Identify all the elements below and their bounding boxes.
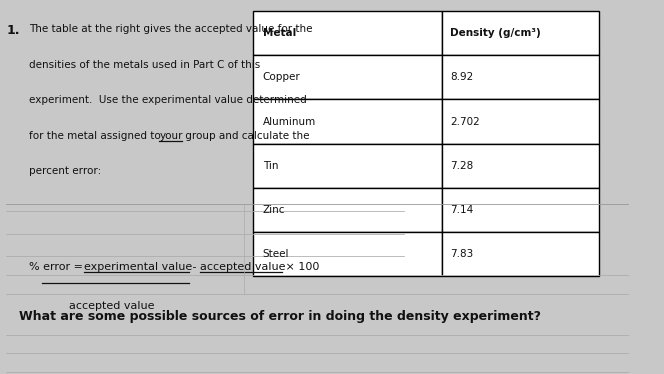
Text: 1.: 1. — [7, 24, 20, 37]
Bar — [253, 99, 442, 144]
Text: What are some possible sources of error in doing the density experiment?: What are some possible sources of error … — [19, 310, 541, 324]
Text: experimental value: experimental value — [84, 262, 193, 272]
Bar — [442, 99, 600, 144]
Text: densities of the metals used in Part C of this: densities of the metals used in Part C o… — [29, 60, 260, 70]
Bar — [253, 188, 442, 232]
Bar — [253, 11, 442, 55]
Bar — [442, 188, 600, 232]
Text: × 100: × 100 — [282, 262, 319, 272]
Bar — [442, 144, 600, 188]
Bar — [253, 232, 442, 276]
Text: Aluminum: Aluminum — [263, 117, 316, 126]
Text: Zinc: Zinc — [263, 205, 286, 215]
Text: 7.28: 7.28 — [450, 161, 473, 171]
Text: accepted value: accepted value — [70, 301, 155, 311]
Text: your: your — [159, 131, 183, 141]
Text: Steel: Steel — [263, 249, 290, 259]
Text: -: - — [189, 262, 200, 272]
Text: 8.92: 8.92 — [450, 73, 473, 82]
Bar — [442, 11, 600, 55]
Text: group and calculate the: group and calculate the — [182, 131, 309, 141]
Bar — [253, 144, 442, 188]
Text: 7.83: 7.83 — [450, 249, 473, 259]
Text: Copper: Copper — [263, 73, 301, 82]
Text: Tin: Tin — [263, 161, 278, 171]
Text: experiment.  Use the experimental value determined: experiment. Use the experimental value d… — [29, 95, 307, 105]
Text: 7.14: 7.14 — [450, 205, 473, 215]
Bar — [442, 55, 600, 99]
Text: for the metal assigned to: for the metal assigned to — [29, 131, 164, 141]
Text: The table at the right gives the accepted value for the: The table at the right gives the accepte… — [29, 24, 312, 34]
Text: Metal: Metal — [263, 28, 296, 38]
Text: accepted value: accepted value — [199, 262, 285, 272]
Text: Density (g/cm³): Density (g/cm³) — [450, 28, 541, 38]
Text: % error =: % error = — [29, 262, 86, 272]
Text: percent error:: percent error: — [29, 166, 101, 177]
Bar — [442, 232, 600, 276]
Text: 2.702: 2.702 — [450, 117, 480, 126]
Bar — [253, 55, 442, 99]
